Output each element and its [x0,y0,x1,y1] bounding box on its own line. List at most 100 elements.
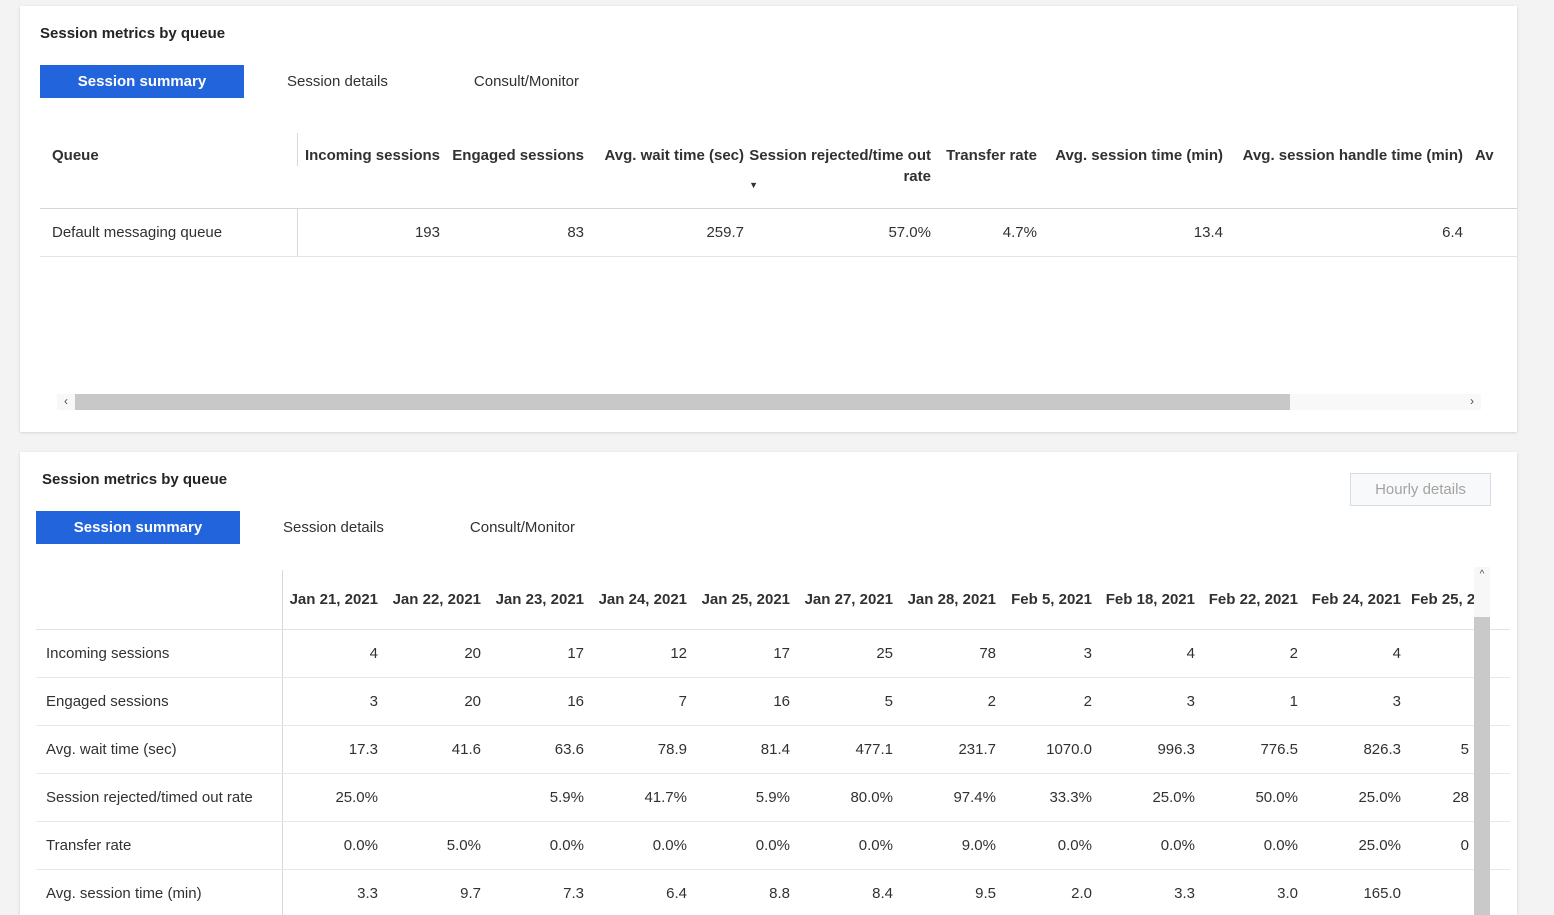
metric-value-cell: 25.0% [1152,789,1195,806]
metric-value-cell: 16 [773,693,790,710]
column-header-transfer-rate[interactable]: Transfer rate [946,147,1037,164]
metric-value-cell: 826.3 [1363,741,1401,758]
session-metrics-summary-panel: Session metrics by queue Session summary… [20,6,1517,432]
scroll-right-icon[interactable]: › [1463,394,1481,410]
metric-value-cell: 8.8 [769,885,790,902]
column-header-avg-session-time[interactable]: Avg. session time (min) [1055,147,1223,164]
horizontal-scrollbar-thumb[interactable] [75,394,1290,410]
metric-value-cell: 20 [464,693,481,710]
date-column-header: Jan 24, 2021 [598,591,687,608]
metric-row-label: Transfer rate [36,822,283,869]
vertical-scrollbar[interactable]: ^ [1474,567,1490,915]
date-column-header: Feb 25, 2 [1411,591,1476,608]
metric-value-cell: 5 [1460,741,1469,758]
metric-value-cell: 2 [1083,693,1092,710]
column-header-session-rejected-rate[interactable]: Session rejected/time out rate [749,147,931,185]
metric-value-cell: 28 [1452,789,1469,806]
hourly-details-button[interactable]: Hourly details [1350,473,1491,506]
queue-name-cell: Default messaging queue [40,209,298,256]
metric-row: Avg. wait time (sec) 17.3 41.6 63.6 78.9 81.4… [36,726,1510,774]
metric-value-cell: 33.3% [1049,789,1092,806]
metric-value-cell: 231.7 [958,741,996,758]
tab-session-summary[interactable]: Session summary [40,65,244,98]
horizontal-scrollbar[interactable]: ‹ › [57,394,1481,410]
metric-value-cell: 3 [1186,693,1195,710]
metric-value-cell: 8.4 [872,885,893,902]
metric-row: Session rejected/timed out rate 25.0% 5.9%… [36,774,1510,822]
tab-consult-monitor[interactable]: Consult/Monitor [473,73,579,90]
metric-value-cell: 3 [1083,645,1092,662]
metric-value-cell: 4 [1186,645,1195,662]
metric-row-label: Avg. session time (min) [36,870,283,915]
metric-value-cell: 3 [369,693,378,710]
metric-value-cell: 1 [1289,693,1298,710]
incoming-sessions-cell: 193 [414,224,440,241]
metric-value-cell: 63.6 [554,741,584,758]
truncated-cell [1467,227,1517,239]
metric-value-cell: 776.5 [1260,741,1298,758]
scroll-up-icon[interactable]: ^ [1479,569,1485,580]
column-header-incoming-sessions[interactable]: Incoming sessions [304,147,440,164]
metric-value-cell: 41.6 [451,741,481,758]
metric-value-cell: 6.4 [666,885,687,902]
column-header-avg-session-handle-time[interactable]: Avg. session handle time (min) [1242,147,1463,164]
metric-value-cell: 0.0% [755,837,790,854]
avg-session-handle-time-cell: 6.4 [1442,224,1463,241]
column-header-label: Avg. wait time (sec) [604,147,744,164]
metric-row-label: Avg. wait time (sec) [36,726,283,773]
date-column-header: Feb 18, 2021 [1105,591,1195,608]
metric-value-cell: 4 [369,645,378,662]
date-column-header: Feb 22, 2021 [1208,591,1298,608]
metric-value-cell: 0.0% [1057,837,1092,854]
header-label-stub [36,570,283,629]
metric-row: Transfer rate 0.0% 5.0% 0.0% 0.0% 0.0% 0.0% 9.0… [36,822,1510,870]
metric-row-label: Incoming sessions [36,630,283,677]
metric-value-cell: 41.7% [644,789,687,806]
date-column-header: Jan 28, 2021 [907,591,996,608]
metric-value-cell: 25.0% [1358,837,1401,854]
metric-value-cell: 50.0% [1255,789,1298,806]
vertical-scrollbar-thumb[interactable] [1474,617,1490,915]
metric-value-cell: 81.4 [760,741,790,758]
column-header-avg-wait-time[interactable]: Avg. wait time (sec) ▼ [588,133,758,208]
metric-value-cell: 1070.0 [1046,741,1092,758]
column-header-truncated[interactable]: Av [1475,147,1494,164]
metric-value-cell: 25.0% [335,789,378,806]
metric-value-cell: 5.9% [549,789,584,806]
metric-value-cell: 20 [464,645,481,662]
scroll-left-icon[interactable]: ‹ [57,394,75,410]
metric-value-cell: 7 [678,693,687,710]
metric-value-cell: 4 [1392,645,1401,662]
queue-table-row: Default messaging queue 193 83 259.7 57.… [40,209,1517,257]
tab-session-details[interactable]: Session details [283,519,384,536]
metric-value-cell: 7.3 [563,885,584,902]
metric-value-cell: 9.7 [460,885,481,902]
column-header-queue[interactable]: Queue [40,133,298,166]
panel-title: Session metrics by queue [42,471,228,488]
metric-value-cell: 78.9 [657,741,687,758]
column-header-engaged-sessions[interactable]: Engaged sessions [452,147,584,164]
queue-table-header: Queue Incoming sessions Engaged sessions… [40,133,1517,209]
date-column-header: Jan 27, 2021 [804,591,893,608]
date-header-row: Jan 21, 2021 Jan 22, 2021 Jan 23, 2021 Jan … [36,570,1510,630]
tab-session-details[interactable]: Session details [287,73,388,90]
metric-row: Engaged sessions 3 20 16 7 16 5 2 2 3 1 3 [36,678,1510,726]
metric-value-cell: 477.1 [855,741,893,758]
metric-value-cell: 0.0% [343,837,378,854]
metric-value-cell: 16 [567,693,584,710]
tab-consult-monitor[interactable]: Consult/Monitor [469,519,575,536]
metric-value-cell: 97.4% [953,789,996,806]
rejected-rate-cell: 57.0% [888,224,931,241]
metric-value-cell: 0.0% [652,837,687,854]
panel-title: Session metrics by queue [40,25,226,42]
metric-value-cell: 3.3 [1174,885,1195,902]
session-metrics-daily-panel: Session metrics by queue Hourly details … [20,452,1517,915]
avg-wait-time-cell: 259.7 [706,224,744,241]
tab-session-summary[interactable]: Session summary [36,511,240,544]
metric-value-cell: 0 [1460,837,1469,854]
metric-value-cell: 9.5 [975,885,996,902]
metric-value-cell: 996.3 [1157,741,1195,758]
metric-value-cell: 17 [567,645,584,662]
sort-descending-icon[interactable]: ▼ [749,180,758,190]
tab-bar: Session summary Session details Consult/… [40,65,1517,98]
